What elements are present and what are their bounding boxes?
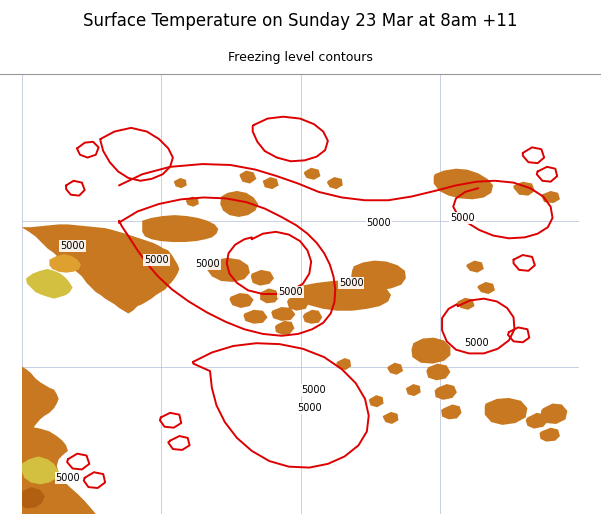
Polygon shape: [240, 171, 257, 183]
Text: 5000: 5000: [144, 254, 168, 265]
Polygon shape: [466, 261, 484, 272]
Polygon shape: [369, 395, 383, 407]
Polygon shape: [22, 487, 44, 508]
Polygon shape: [287, 295, 310, 311]
Polygon shape: [251, 270, 274, 286]
Polygon shape: [542, 191, 560, 203]
Polygon shape: [540, 403, 567, 424]
Polygon shape: [22, 225, 179, 314]
Text: 5000: 5000: [302, 384, 326, 395]
Polygon shape: [275, 321, 294, 335]
Text: Freezing level contours: Freezing level contours: [228, 51, 373, 64]
Polygon shape: [26, 269, 73, 299]
Polygon shape: [263, 177, 279, 189]
Polygon shape: [441, 405, 462, 419]
Polygon shape: [22, 427, 96, 514]
Polygon shape: [22, 227, 59, 514]
Text: 5000: 5000: [450, 213, 475, 223]
Polygon shape: [49, 254, 81, 272]
Polygon shape: [22, 456, 59, 484]
Text: 5000: 5000: [297, 403, 322, 413]
Polygon shape: [304, 168, 320, 180]
Polygon shape: [406, 384, 421, 396]
Polygon shape: [174, 178, 187, 188]
Polygon shape: [434, 169, 493, 199]
Text: Surface Temperature on Sunday 23 Mar at 8am +11: Surface Temperature on Sunday 23 Mar at …: [84, 12, 517, 30]
Polygon shape: [220, 191, 258, 217]
Polygon shape: [186, 196, 199, 207]
Text: 5000: 5000: [278, 287, 303, 297]
Text: 5000: 5000: [195, 259, 219, 269]
Polygon shape: [457, 298, 475, 310]
Polygon shape: [383, 412, 398, 424]
Polygon shape: [477, 282, 495, 294]
Text: 5000: 5000: [60, 241, 85, 251]
Polygon shape: [230, 293, 254, 308]
Polygon shape: [540, 428, 560, 442]
Text: 5000: 5000: [56, 473, 81, 483]
Polygon shape: [207, 258, 250, 282]
Polygon shape: [387, 363, 403, 375]
Polygon shape: [327, 177, 343, 189]
Polygon shape: [513, 181, 535, 196]
Polygon shape: [526, 413, 548, 429]
Text: 5000: 5000: [339, 278, 364, 288]
Polygon shape: [291, 280, 391, 311]
Polygon shape: [412, 338, 450, 363]
Polygon shape: [303, 310, 322, 324]
Polygon shape: [243, 310, 267, 324]
Polygon shape: [351, 261, 406, 290]
Polygon shape: [426, 363, 450, 380]
Polygon shape: [260, 288, 279, 303]
Polygon shape: [142, 215, 218, 242]
Polygon shape: [336, 358, 351, 370]
Text: 5000: 5000: [464, 338, 489, 348]
Text: 5000: 5000: [367, 217, 391, 228]
Polygon shape: [435, 384, 457, 400]
Polygon shape: [271, 307, 296, 321]
Polygon shape: [485, 398, 528, 425]
